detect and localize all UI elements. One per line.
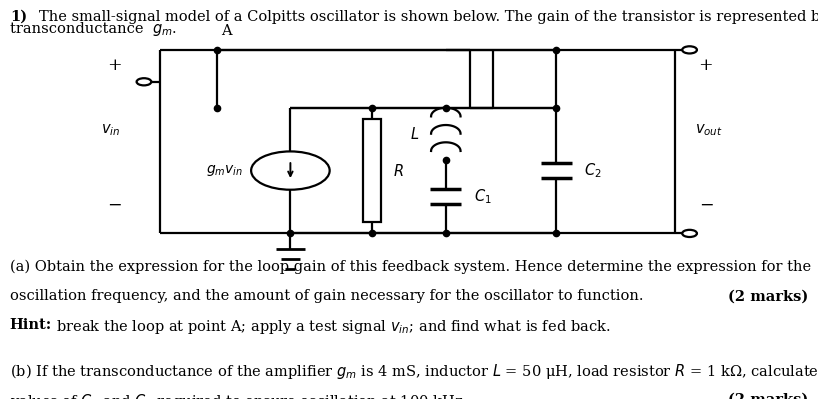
Circle shape [251, 151, 330, 190]
Text: $v_{out}$: $v_{out}$ [695, 122, 723, 138]
Bar [363, 119, 381, 223]
Text: $C_1$: $C_1$ [474, 187, 492, 206]
Text: $g_m$.: $g_m$. [152, 22, 178, 38]
Circle shape [137, 78, 151, 85]
Text: oscillation frequency, and the amount of gain necessary for the oscillator to fu: oscillation frequency, and the amount of… [10, 289, 643, 303]
Text: −: − [699, 197, 713, 214]
Text: $g_m v_{in}$: $g_m v_{in}$ [206, 163, 243, 178]
Text: (2 marks): (2 marks) [728, 392, 808, 399]
Text: +: + [699, 57, 713, 74]
Text: A: A [221, 24, 231, 38]
Text: −: − [107, 197, 122, 214]
Text: $C_2$: $C_2$ [584, 161, 602, 180]
Text: (a) Obtain the expression for the loop gain of this feedback system. Hence deter: (a) Obtain the expression for the loop g… [10, 259, 811, 274]
Circle shape [682, 230, 697, 237]
Text: (b) If the transconductance of the amplifier $g_m$ is 4 mS, inductor $L$ = 50 μH: (b) If the transconductance of the ampli… [10, 362, 818, 381]
Text: Hint:: Hint: [10, 318, 52, 332]
Text: 1): 1) [10, 10, 27, 24]
Text: $v_{in}$: $v_{in}$ [101, 122, 120, 138]
Text: (2 marks): (2 marks) [728, 289, 808, 303]
Text: $L$: $L$ [410, 126, 419, 142]
Text: $R$: $R$ [393, 162, 404, 179]
Text: +: + [107, 57, 122, 74]
Text: break the loop at point A; apply a test signal $v_{in}$; and find what is fed ba: break the loop at point A; apply a test … [56, 318, 610, 336]
Circle shape [682, 46, 697, 53]
Text: The small-signal model of a Colpitts oscillator is shown below. The gain of the : The small-signal model of a Colpitts osc… [39, 10, 818, 24]
Text: values of $C_1$ and $C_2$ required to ensure oscillation at 100 kHz.: values of $C_1$ and $C_2$ required to en… [10, 392, 467, 399]
Text: transconductance: transconductance [10, 22, 148, 36]
